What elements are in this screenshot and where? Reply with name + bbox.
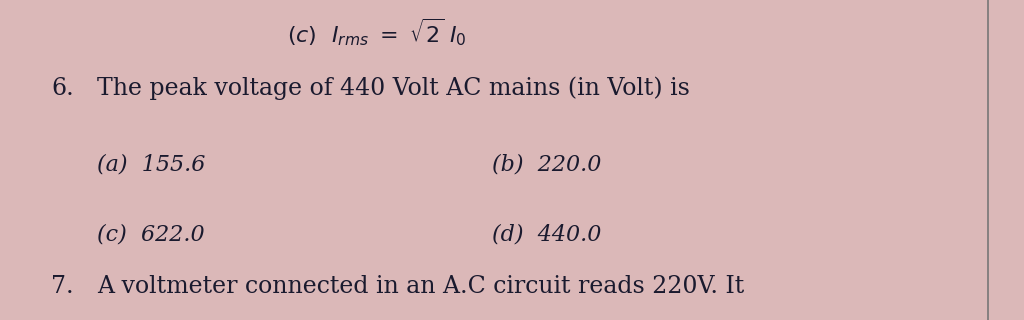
Text: 6.: 6. (51, 77, 74, 100)
Text: (d)  440.0: (d) 440.0 (492, 224, 601, 246)
Text: (b)  220.0: (b) 220.0 (492, 154, 601, 176)
Text: (c)  622.0: (c) 622.0 (97, 224, 205, 246)
Text: (a)  155.6: (a) 155.6 (97, 154, 206, 176)
Text: $(c)\ \ I_{rms}\ =\ \sqrt{2}\ I_0$: $(c)\ \ I_{rms}\ =\ \sqrt{2}\ I_0$ (287, 16, 467, 48)
Text: 7.: 7. (51, 275, 74, 298)
Text: The peak voltage of 440 Volt AC mains (in Volt) is: The peak voltage of 440 Volt AC mains (i… (97, 77, 690, 100)
Text: A voltmeter connected in an A.C circuit reads 220V. It: A voltmeter connected in an A.C circuit … (97, 275, 744, 298)
